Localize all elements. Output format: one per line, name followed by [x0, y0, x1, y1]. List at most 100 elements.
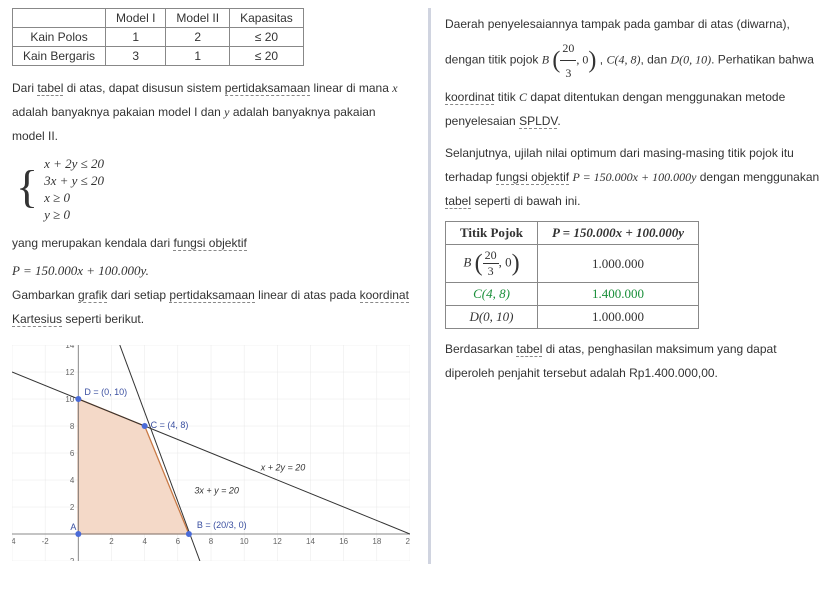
- fraction: 203: [560, 36, 576, 85]
- svg-text:14: 14: [65, 345, 74, 350]
- svg-text:-2: -2: [42, 537, 50, 546]
- td: D(0, 10): [446, 306, 538, 329]
- var-x: x: [392, 81, 397, 95]
- td: B (203, 0): [446, 245, 538, 283]
- formula: P = 150.000x + 100.000y.: [12, 263, 149, 278]
- formula: P = 150.000x + 100.000y: [572, 170, 696, 184]
- text: linear di atas pada: [255, 288, 360, 302]
- td: ≤ 20: [230, 28, 304, 47]
- lparen-icon: (: [552, 48, 560, 74]
- paragraph-1: Dari tabel di atas, dapat disusun sistem…: [12, 76, 410, 148]
- svg-text:20: 20: [406, 537, 410, 546]
- paragraph-2: yang merupakan kendala dari fungsi objek…: [12, 231, 410, 255]
- td: 1: [166, 47, 230, 66]
- td: 2: [166, 28, 230, 47]
- td: Kain Polos: [13, 28, 106, 47]
- text: seperti di bawah ini.: [471, 194, 580, 208]
- fraction: 203: [483, 248, 499, 279]
- pt-C: C(4, 8): [606, 53, 640, 67]
- td: 1.000.000: [537, 306, 698, 329]
- text: seperti berikut.: [62, 312, 144, 326]
- svg-text:2: 2: [70, 503, 75, 512]
- svg-text:4: 4: [142, 537, 147, 546]
- svg-text:D = (0, 10): D = (0, 10): [84, 387, 127, 397]
- td: 1.400.000: [537, 283, 698, 306]
- lparen-icon: (: [475, 251, 483, 277]
- svg-text:2: 2: [109, 537, 114, 546]
- inequality: 3x + y ≤ 20: [44, 173, 104, 189]
- inequality: x ≥ 0: [44, 190, 104, 206]
- text: Berdasarkan: [445, 342, 516, 356]
- link-text: pertidaksamaan: [169, 288, 254, 303]
- svg-text:10: 10: [240, 537, 249, 546]
- result-table: Titik Pojok P = 150.000x + 100.000y B (2…: [445, 221, 699, 329]
- svg-text:12: 12: [273, 537, 282, 546]
- pt-B: B: [463, 254, 471, 269]
- text: dari setiap: [107, 288, 169, 302]
- th: Model I: [106, 9, 166, 28]
- svg-text:-4: -4: [12, 537, 16, 546]
- th: [13, 9, 106, 28]
- svg-text:16: 16: [339, 537, 348, 546]
- text: dengan menggunakan: [696, 170, 819, 184]
- text: .: [557, 114, 560, 128]
- svg-text:8: 8: [209, 537, 214, 546]
- svg-text:18: 18: [372, 537, 381, 546]
- den: 3: [483, 264, 499, 279]
- svg-text:x + 2y = 20: x + 2y = 20: [260, 463, 306, 473]
- svg-text:6: 6: [176, 537, 181, 546]
- svg-text:-2: -2: [67, 557, 75, 561]
- link-text: SPLDV: [519, 114, 557, 129]
- text: di atas, dapat disusun sistem: [63, 81, 224, 95]
- num: 20: [560, 36, 576, 61]
- pt-D: D(0, 10): [670, 53, 711, 67]
- brace-icon: {: [16, 164, 44, 231]
- text: , dan: [640, 53, 670, 67]
- td: 3: [106, 47, 166, 66]
- link-text: koordinat: [445, 90, 494, 105]
- th: Titik Pojok: [446, 222, 538, 245]
- var-C: C: [519, 90, 527, 104]
- th: P = 150.000x + 100.000y: [537, 222, 698, 245]
- svg-text:10: 10: [65, 395, 74, 404]
- paragraph-r1: Daerah penyelesaiannya tampak pada gamba…: [445, 12, 824, 133]
- system-of-inequalities: { x + 2y ≤ 20 3x + y ≤ 20 x ≥ 0 y ≥ 0: [16, 156, 410, 223]
- text: yang merupakan kendala dari: [12, 236, 173, 250]
- link-text: tabel: [37, 81, 63, 96]
- td: 1: [106, 28, 166, 47]
- link-text: fungsi objektif: [173, 236, 246, 251]
- svg-text:14: 14: [306, 537, 315, 546]
- svg-text:12: 12: [65, 368, 74, 377]
- pt-B: B: [542, 53, 549, 67]
- objective-fn: P = 150.000x + 100.000y.: [12, 263, 410, 279]
- paragraph-r2: Selanjutnya, ujilah nilai optimum dari m…: [445, 141, 824, 213]
- den: 3: [560, 61, 576, 85]
- td: Kain Bergaris: [13, 47, 106, 66]
- paragraph-3: Gambarkan grafik dari setiap pertidaksam…: [12, 283, 410, 331]
- text: titik: [494, 90, 519, 104]
- link-text: pertidaksamaan: [225, 81, 310, 96]
- svg-text:C = (4, 8): C = (4, 8): [151, 420, 189, 430]
- link-text: grafik: [78, 288, 107, 303]
- th: Kapasitas: [230, 9, 304, 28]
- inequality: y ≥ 0: [44, 207, 104, 223]
- num: 20: [483, 248, 499, 264]
- link-text: tabel: [445, 194, 471, 209]
- text: Dari: [12, 81, 37, 95]
- svg-text:8: 8: [70, 422, 75, 431]
- paragraph-r3: Berdasarkan tabel di atas, penghasilan m…: [445, 337, 824, 385]
- text: linear di mana: [310, 81, 392, 95]
- td: 1.000.000: [537, 245, 698, 283]
- link-text: fungsi objektif: [496, 170, 569, 185]
- svg-text:3x + y = 20: 3x + y = 20: [194, 486, 239, 496]
- svg-text:4: 4: [70, 476, 75, 485]
- text: . Perhatikan bahwa: [711, 53, 814, 67]
- text: Gambarkan: [12, 288, 78, 302]
- rparen-icon: ): [588, 48, 596, 74]
- svg-text:A: A: [70, 522, 76, 532]
- constraint-table: Model I Model II Kapasitas Kain Polos 1 …: [12, 8, 304, 66]
- td: ≤ 20: [230, 47, 304, 66]
- td: C(4, 8): [446, 283, 538, 306]
- feasible-region-graph: -4-22468101214161820-22468101214x + 2y =…: [12, 345, 410, 561]
- text: adalah banyaknya pakaian model I dan: [12, 105, 224, 119]
